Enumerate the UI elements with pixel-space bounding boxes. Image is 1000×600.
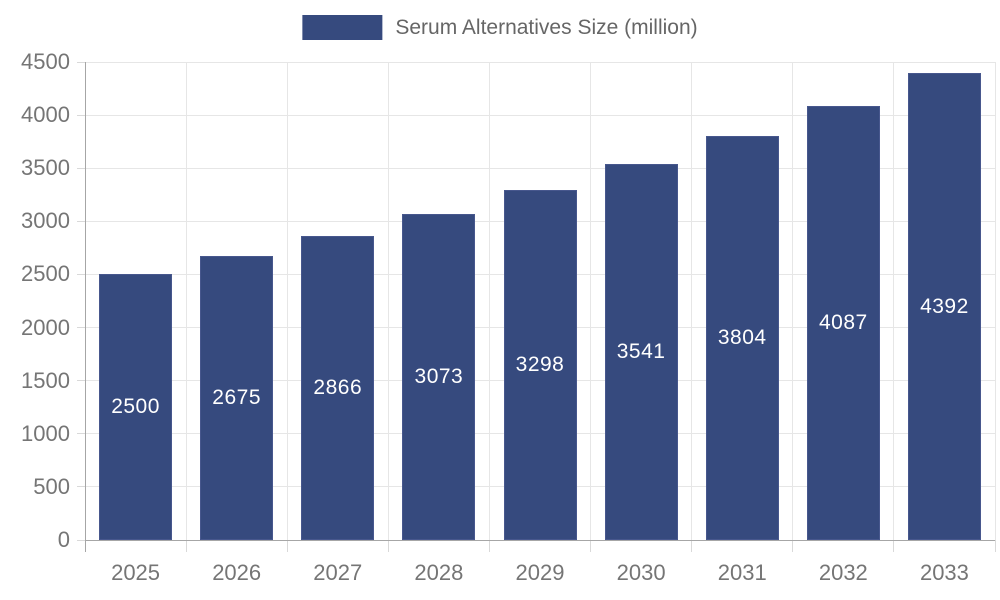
x-axis-tick <box>691 540 693 552</box>
bar-value-label: 3298 <box>515 352 565 376</box>
x-axis-tick <box>185 540 187 552</box>
y-axis-tick <box>77 61 85 63</box>
bar[interactable]: 3298 <box>503 189 577 540</box>
legend-label: Serum Alternatives Size (million) <box>395 16 698 39</box>
bar[interactable]: 2500 <box>99 274 173 540</box>
bar-value-label: 3073 <box>414 364 464 388</box>
v-gridline <box>185 62 187 540</box>
y-axis-tick <box>77 220 85 222</box>
v-gridline <box>893 62 895 540</box>
bar-value-label: 2675 <box>212 385 262 409</box>
v-gridline <box>590 62 592 540</box>
v-gridline <box>286 62 288 540</box>
bar-value-label: 2866 <box>313 375 363 399</box>
x-tick-label: 2032 <box>818 560 868 585</box>
y-tick-label: 2000 <box>21 314 70 340</box>
h-gridline <box>85 114 995 116</box>
x-tick-label: 2031 <box>717 560 767 585</box>
y-tick-label: 500 <box>33 473 70 499</box>
v-gridline <box>387 62 389 540</box>
bar[interactable]: 4392 <box>907 73 981 540</box>
bar[interactable]: 4087 <box>806 105 880 540</box>
x-axis-tick <box>792 540 794 552</box>
y-tick-label: 3500 <box>21 155 70 181</box>
bar-value-label: 3804 <box>717 325 767 349</box>
x-axis-tick <box>590 540 592 552</box>
bar-value-label: 3541 <box>616 339 666 363</box>
x-axis-tick <box>893 540 895 552</box>
y-axis-tick <box>77 273 85 275</box>
y-tick-label: 0 <box>57 527 70 552</box>
v-gridline <box>691 62 693 540</box>
bar[interactable]: 3541 <box>604 163 678 540</box>
y-axis-tick <box>77 433 85 435</box>
v-gridline <box>488 62 490 540</box>
y-axis-tick <box>77 380 85 382</box>
y-axis-tick <box>77 486 85 488</box>
bar-value-label: 2500 <box>111 395 160 419</box>
bar[interactable]: 3804 <box>705 135 779 540</box>
bar-value-label: 4087 <box>818 310 868 334</box>
y-axis-tick <box>77 539 85 541</box>
y-tick-label: 4500 <box>21 49 70 74</box>
h-gridline <box>85 61 995 63</box>
x-tick-label: 2028 <box>414 560 464 585</box>
x-tick-label: 2029 <box>515 560 565 585</box>
y-axis-tick <box>77 114 85 116</box>
y-tick-label: 1500 <box>21 367 70 393</box>
x-tick-label: 2027 <box>313 560 363 585</box>
x-axis-tick <box>488 540 490 552</box>
y-tick-label: 3000 <box>21 208 70 234</box>
y-tick-label: 2500 <box>21 261 70 287</box>
bar[interactable]: 3073 <box>402 213 476 540</box>
y-axis-tick <box>77 167 85 169</box>
x-tick-label: 2033 <box>919 560 969 585</box>
v-gridline <box>994 62 996 540</box>
legend-swatch-icon <box>302 15 383 40</box>
y-axis-line <box>85 62 86 552</box>
x-tick-label: 2030 <box>616 560 666 585</box>
x-axis-tick <box>387 540 389 552</box>
y-tick-label: 1000 <box>21 420 70 446</box>
x-axis-line <box>85 540 995 541</box>
x-axis-tick <box>286 540 288 552</box>
h-gridline <box>85 167 995 169</box>
x-tick-label: 2026 <box>212 560 262 585</box>
legend-item[interactable]: Serum Alternatives Size (million) <box>302 15 698 40</box>
x-axis-tick <box>994 540 996 552</box>
v-gridline <box>792 62 794 540</box>
bar-value-label: 4392 <box>920 294 969 318</box>
bar[interactable]: 2675 <box>200 255 274 540</box>
x-tick-label: 2025 <box>111 560 161 585</box>
y-tick-label: 4000 <box>21 102 70 128</box>
bar[interactable]: 2866 <box>301 235 375 540</box>
y-axis-tick <box>77 327 85 329</box>
